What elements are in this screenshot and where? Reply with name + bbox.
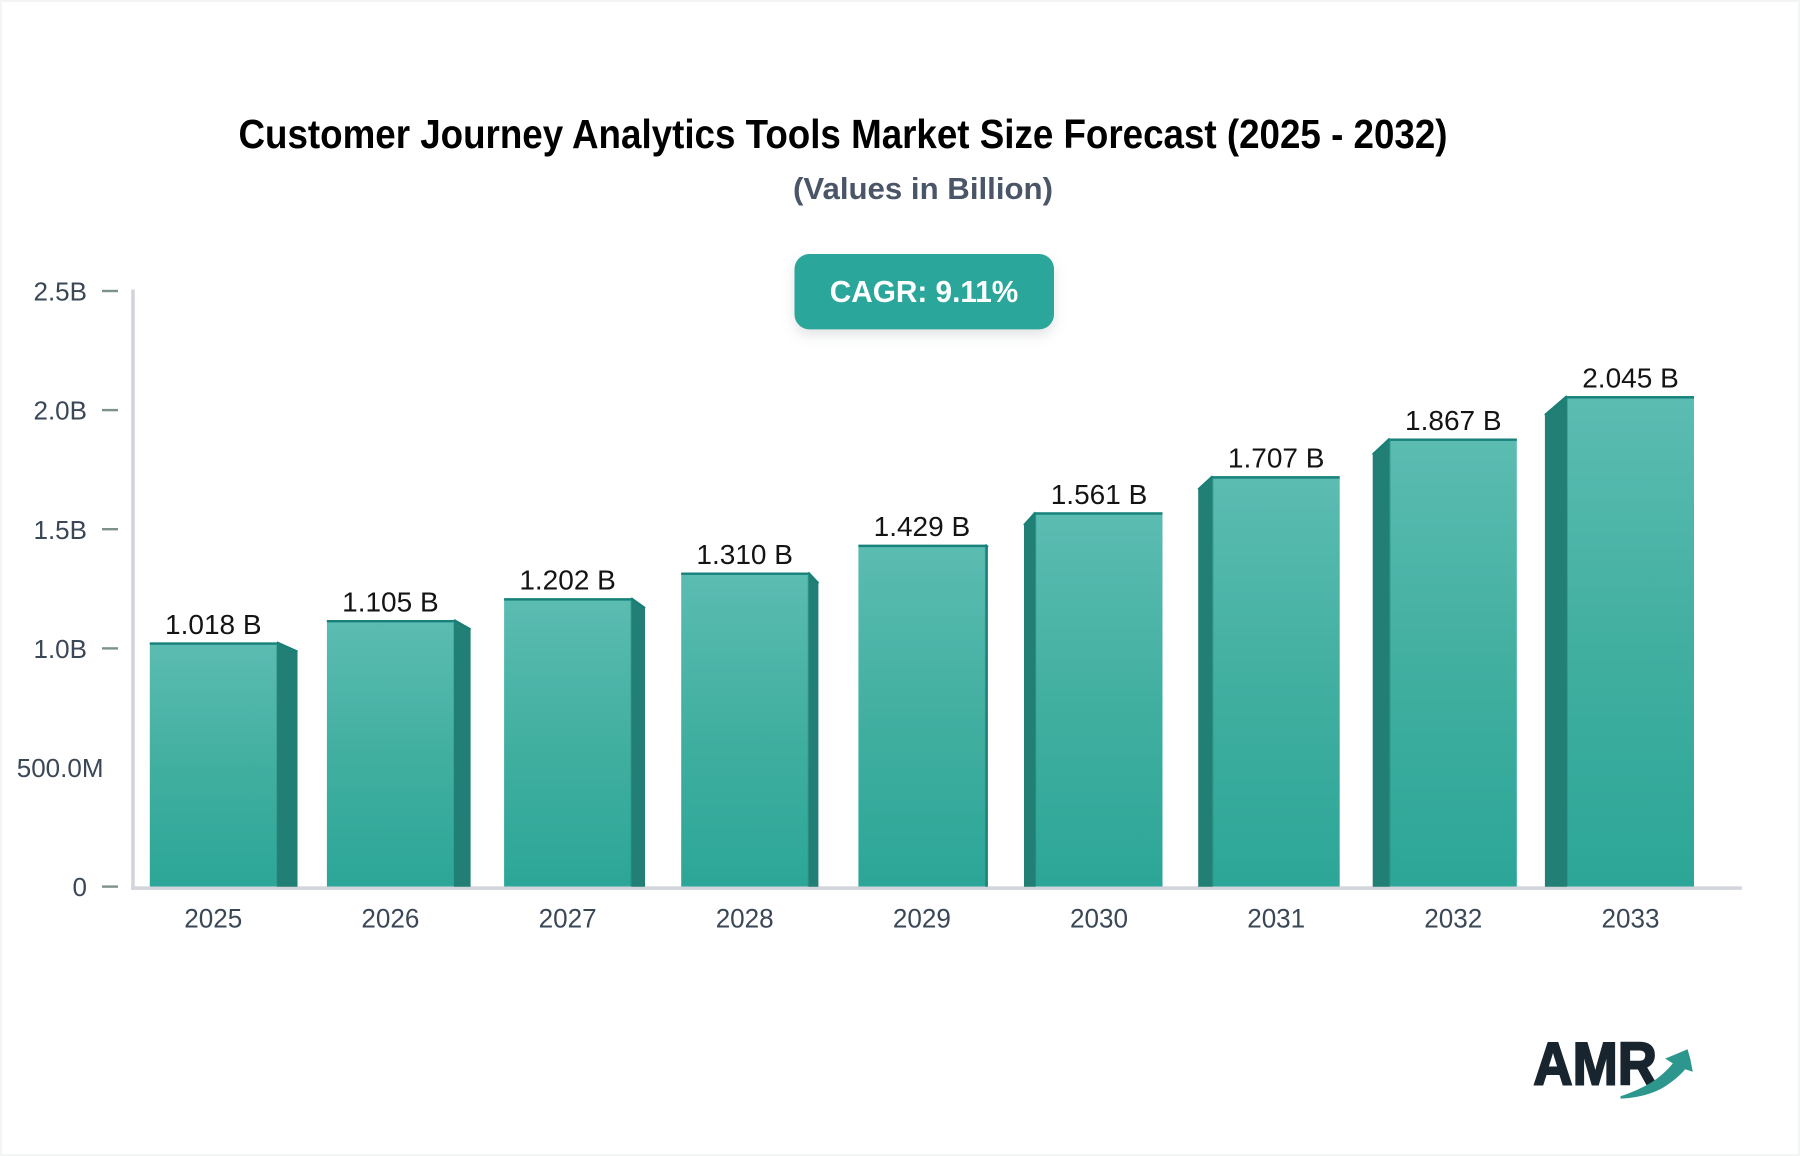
svg-text:500.0M: 500.0M [17,753,104,783]
svg-text:AMR: AMR [1533,1031,1657,1098]
svg-text:2031: 2031 [1247,904,1305,934]
svg-text:1.0B: 1.0B [34,634,88,664]
svg-text:1.105 B: 1.105 B [342,587,439,618]
svg-text:2028: 2028 [716,904,774,934]
svg-text:2.045 B: 2.045 B [1582,363,1679,394]
svg-text:1.310 B: 1.310 B [696,539,793,570]
svg-text:2033: 2033 [1602,904,1660,934]
svg-text:2032: 2032 [1424,904,1482,934]
svg-text:2029: 2029 [893,904,951,934]
svg-text:1.018 B: 1.018 B [165,609,262,640]
svg-text:2025: 2025 [184,904,242,934]
svg-text:1.707 B: 1.707 B [1228,443,1325,474]
svg-text:1.867 B: 1.867 B [1405,405,1502,436]
svg-text:2030: 2030 [1070,904,1128,934]
svg-text:2027: 2027 [539,904,597,934]
svg-text:(Values in Billion): (Values in Billion) [793,171,1053,206]
svg-text:2.5B: 2.5B [34,277,88,307]
svg-text:1.429 B: 1.429 B [874,511,971,542]
svg-text:1.561 B: 1.561 B [1051,479,1148,510]
svg-text:2026: 2026 [361,904,419,934]
svg-text:1.5B: 1.5B [34,515,88,545]
svg-text:CAGR: 9.11%: CAGR: 9.11% [830,274,1019,309]
svg-text:2.0B: 2.0B [34,396,88,426]
svg-text:0: 0 [73,872,87,902]
svg-text:1.202 B: 1.202 B [519,565,616,596]
svg-text:Customer Journey Analytics Too: Customer Journey Analytics Tools Market … [239,111,1448,157]
